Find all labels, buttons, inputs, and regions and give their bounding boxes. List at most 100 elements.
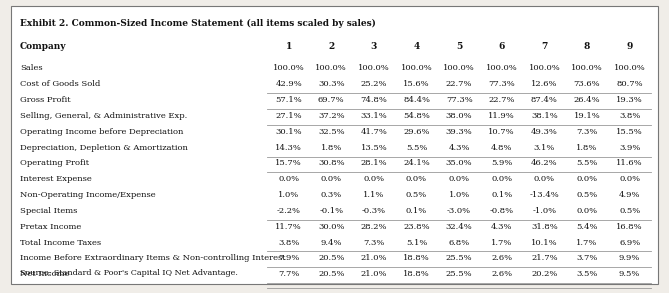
- Text: 28.2%: 28.2%: [361, 223, 387, 231]
- Text: 30.8%: 30.8%: [318, 159, 345, 167]
- Text: 0.0%: 0.0%: [406, 175, 427, 183]
- Text: 49.3%: 49.3%: [531, 128, 558, 136]
- Text: 0.5%: 0.5%: [619, 207, 640, 215]
- Text: 24.1%: 24.1%: [403, 159, 430, 167]
- Text: 10.1%: 10.1%: [531, 239, 558, 246]
- Text: 21.0%: 21.0%: [361, 254, 387, 262]
- Text: 100.0%: 100.0%: [444, 64, 475, 72]
- Text: 6: 6: [498, 42, 505, 52]
- Text: 80.7%: 80.7%: [616, 80, 643, 88]
- Text: 1.7%: 1.7%: [491, 239, 512, 246]
- Text: 11.6%: 11.6%: [616, 159, 643, 167]
- Text: 77.3%: 77.3%: [488, 80, 515, 88]
- Text: 1.8%: 1.8%: [576, 144, 597, 151]
- Text: 31.8%: 31.8%: [531, 223, 558, 231]
- Text: 7: 7: [541, 42, 547, 52]
- Text: 33.1%: 33.1%: [361, 112, 387, 120]
- Text: 100.0%: 100.0%: [529, 64, 560, 72]
- Text: 3.8%: 3.8%: [619, 112, 640, 120]
- Text: 37.2%: 37.2%: [318, 112, 345, 120]
- Text: 0.0%: 0.0%: [449, 175, 470, 183]
- Text: 18.8%: 18.8%: [403, 270, 430, 278]
- Text: 8: 8: [584, 42, 590, 52]
- Text: 30.0%: 30.0%: [318, 223, 345, 231]
- Text: 2.6%: 2.6%: [491, 270, 512, 278]
- Text: 11.9%: 11.9%: [488, 112, 515, 120]
- Text: 3.8%: 3.8%: [278, 239, 299, 246]
- Text: Operating Income before Depreciation: Operating Income before Depreciation: [20, 128, 183, 136]
- Text: Special Items: Special Items: [20, 207, 78, 215]
- Text: 3.9%: 3.9%: [619, 144, 640, 151]
- Text: 2.6%: 2.6%: [491, 254, 512, 262]
- Text: 0.0%: 0.0%: [619, 175, 640, 183]
- Text: Depreciation, Depletion & Amortization: Depreciation, Depletion & Amortization: [20, 144, 188, 151]
- Text: 13.5%: 13.5%: [361, 144, 387, 151]
- Text: 4.3%: 4.3%: [448, 144, 470, 151]
- Text: 15.6%: 15.6%: [403, 80, 430, 88]
- Text: 0.0%: 0.0%: [320, 175, 342, 183]
- Text: 4: 4: [413, 42, 419, 52]
- Text: 7.3%: 7.3%: [576, 128, 597, 136]
- Text: 100.0%: 100.0%: [315, 64, 347, 72]
- Text: Selling, General, & Administrative Exp.: Selling, General, & Administrative Exp.: [20, 112, 187, 120]
- Text: 0.0%: 0.0%: [577, 207, 597, 215]
- Text: 14.3%: 14.3%: [275, 144, 302, 151]
- Text: Company: Company: [20, 42, 67, 52]
- Text: 84.4%: 84.4%: [403, 96, 430, 104]
- Text: 20.5%: 20.5%: [318, 270, 345, 278]
- Text: 32.5%: 32.5%: [318, 128, 345, 136]
- Text: 3.1%: 3.1%: [534, 144, 555, 151]
- Text: 25.5%: 25.5%: [446, 254, 472, 262]
- Text: -2.2%: -2.2%: [277, 207, 300, 215]
- Text: 20.5%: 20.5%: [318, 254, 345, 262]
- Text: 87.4%: 87.4%: [531, 96, 558, 104]
- Text: 1.8%: 1.8%: [320, 144, 342, 151]
- Text: 20.2%: 20.2%: [531, 270, 557, 278]
- Text: 46.2%: 46.2%: [531, 159, 558, 167]
- Text: -0.3%: -0.3%: [362, 207, 386, 215]
- Text: 1.0%: 1.0%: [448, 191, 470, 199]
- Text: 22.7%: 22.7%: [488, 96, 515, 104]
- Text: 100.0%: 100.0%: [613, 64, 646, 72]
- Text: 1.0%: 1.0%: [278, 191, 299, 199]
- Text: 7.3%: 7.3%: [363, 239, 385, 246]
- Text: Source: Standard & Poor's Capital IQ Net Advantage.: Source: Standard & Poor's Capital IQ Net…: [20, 269, 238, 277]
- Text: 21.7%: 21.7%: [531, 254, 558, 262]
- Text: 3.7%: 3.7%: [576, 254, 597, 262]
- Text: 30.3%: 30.3%: [318, 80, 345, 88]
- Text: 23.8%: 23.8%: [403, 223, 430, 231]
- Text: 7.9%: 7.9%: [278, 254, 299, 262]
- Text: 100.0%: 100.0%: [401, 64, 432, 72]
- Text: 100.0%: 100.0%: [486, 64, 518, 72]
- Text: 22.7%: 22.7%: [446, 80, 472, 88]
- Text: 35.0%: 35.0%: [446, 159, 472, 167]
- Text: 77.3%: 77.3%: [446, 96, 472, 104]
- Text: 5: 5: [456, 42, 462, 52]
- Text: 6.8%: 6.8%: [448, 239, 470, 246]
- Text: Total Income Taxes: Total Income Taxes: [20, 239, 101, 246]
- Text: 5.1%: 5.1%: [406, 239, 427, 246]
- Text: -0.1%: -0.1%: [319, 207, 343, 215]
- Text: 12.6%: 12.6%: [531, 80, 558, 88]
- Text: 18.8%: 18.8%: [403, 254, 430, 262]
- Text: 57.1%: 57.1%: [275, 96, 302, 104]
- Text: 0.0%: 0.0%: [534, 175, 555, 183]
- Text: 0.0%: 0.0%: [363, 175, 385, 183]
- Text: 29.6%: 29.6%: [403, 128, 429, 136]
- Text: Sales: Sales: [20, 64, 43, 72]
- Text: -0.8%: -0.8%: [490, 207, 514, 215]
- Text: 39.3%: 39.3%: [446, 128, 472, 136]
- Text: 3: 3: [371, 42, 377, 52]
- Text: Interest Expense: Interest Expense: [20, 175, 92, 183]
- Text: 16.8%: 16.8%: [616, 223, 643, 231]
- Text: 73.6%: 73.6%: [574, 80, 600, 88]
- Text: 100.0%: 100.0%: [571, 64, 603, 72]
- Text: 5.5%: 5.5%: [406, 144, 427, 151]
- Text: 26.4%: 26.4%: [574, 96, 600, 104]
- Text: 5.9%: 5.9%: [491, 159, 512, 167]
- Text: 9.5%: 9.5%: [619, 270, 640, 278]
- Text: 9: 9: [626, 42, 633, 52]
- Text: 27.1%: 27.1%: [276, 112, 302, 120]
- Text: 9.4%: 9.4%: [320, 239, 342, 246]
- Text: Pretax Income: Pretax Income: [20, 223, 82, 231]
